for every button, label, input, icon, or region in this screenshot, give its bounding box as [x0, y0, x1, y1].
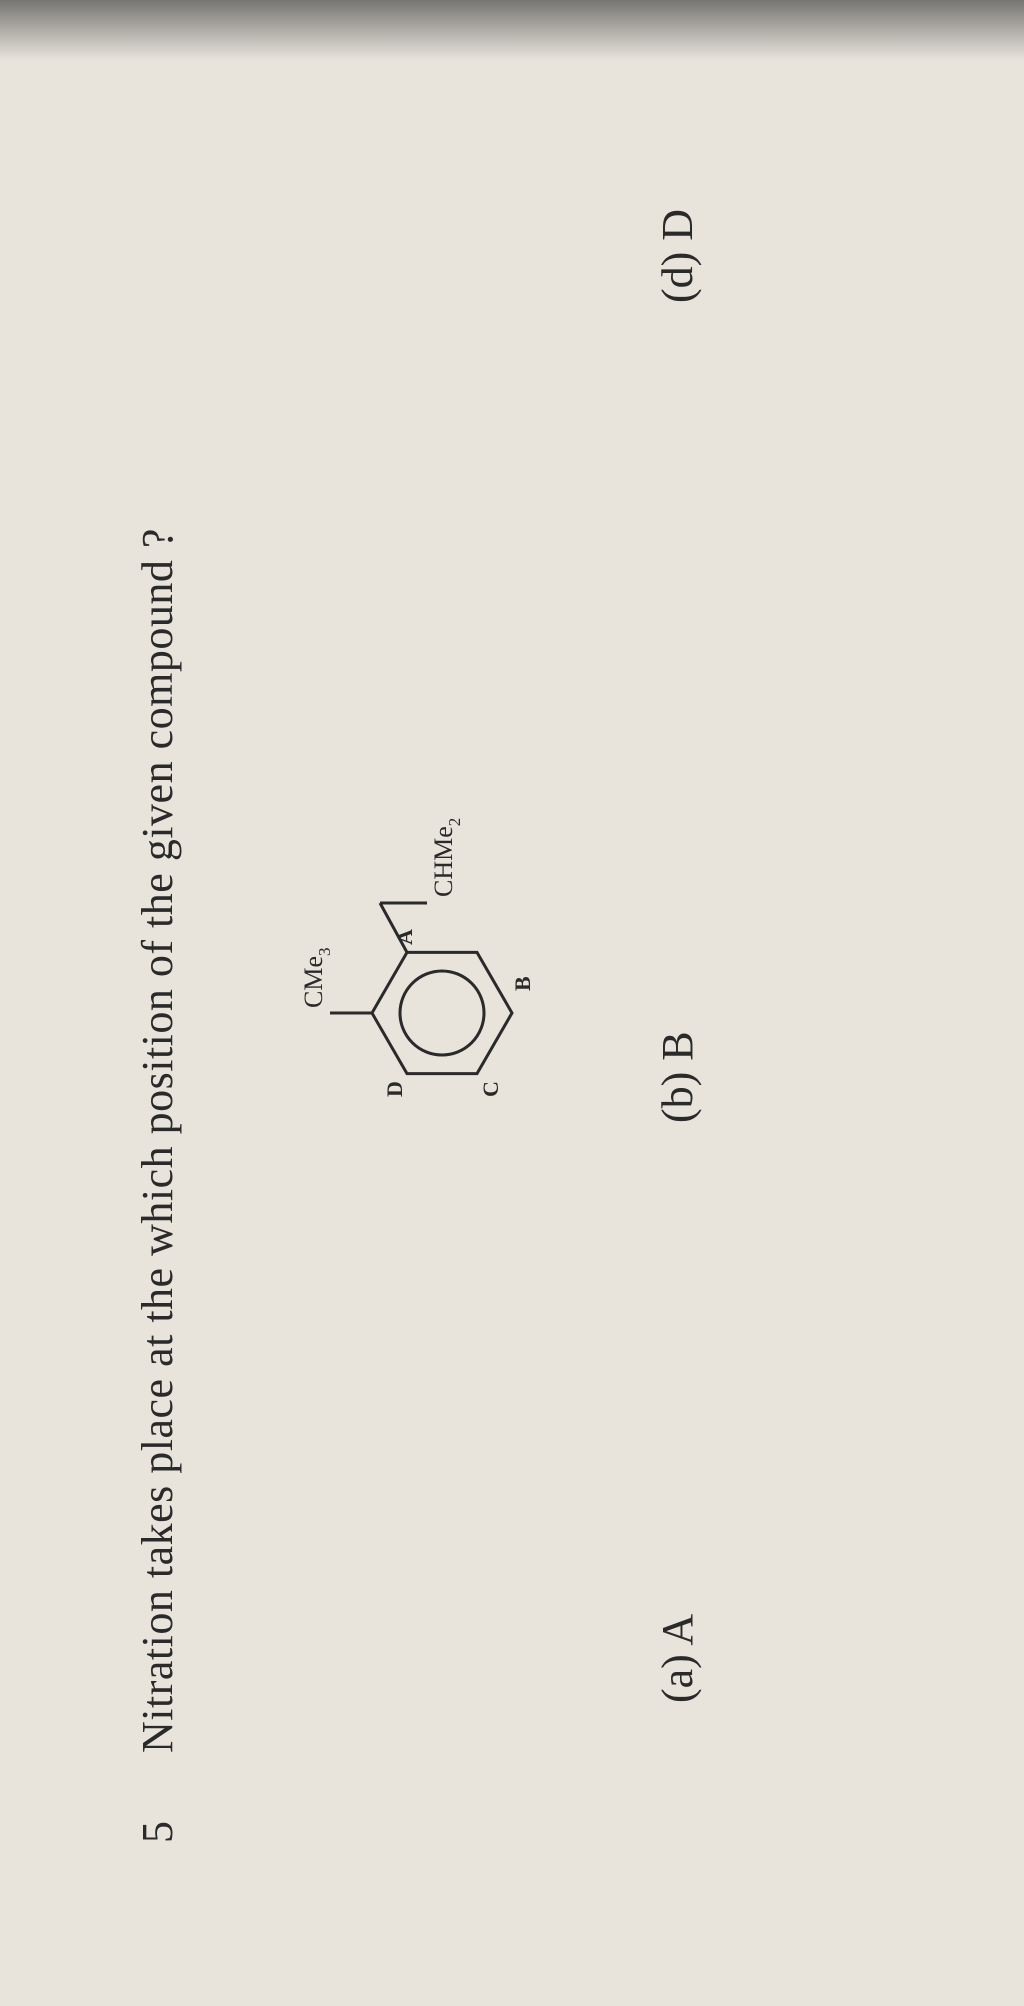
substituent-chme2: CHMe2 [429, 818, 464, 897]
option-b[interactable]: (b) B [652, 1031, 703, 1123]
question-number: 5 [132, 1821, 183, 1843]
page: 5 Nitration takes place at the which pos… [0, 491, 1024, 1515]
option-d[interactable]: (d) D [652, 209, 703, 303]
position-label-b: B [510, 976, 535, 991]
position-label-a: A [392, 929, 417, 945]
aromatic-circle [400, 971, 484, 1055]
substituent-cme3: CMe3 [299, 948, 334, 1009]
benzene-svg: CMe3 CHMe2 A B C D [252, 683, 592, 1183]
position-label-d: D [382, 1081, 407, 1097]
molecule-diagram: CMe3 CHMe2 A B C D [252, 683, 592, 1183]
question-text: Nitration takes place at the which posit… [132, 528, 183, 1753]
content-area: 5 Nitration takes place at the which pos… [62, 103, 962, 1903]
option-a[interactable]: (a) A [652, 1614, 703, 1703]
position-label-c: C [478, 1081, 503, 1097]
